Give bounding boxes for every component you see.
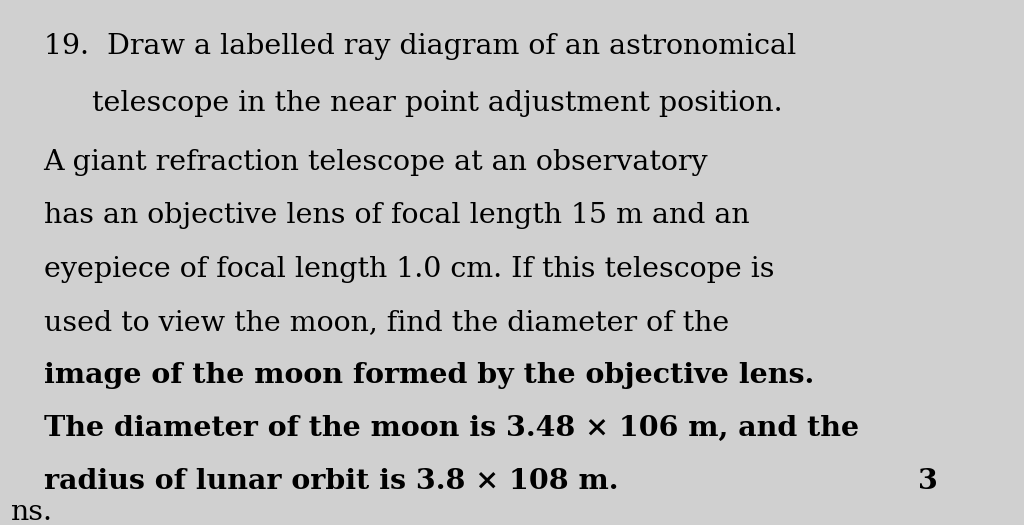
Text: image of the moon formed by the objective lens.: image of the moon formed by the objectiv… <box>43 362 814 389</box>
Text: 19.  Draw a labelled ray diagram of an astronomical: 19. Draw a labelled ray diagram of an as… <box>43 33 796 60</box>
Text: 3: 3 <box>918 468 938 496</box>
Text: used to view the moon, find the diameter of the: used to view the moon, find the diameter… <box>43 309 729 336</box>
Text: eyepiece of focal length 1.0 cm. If this telescope is: eyepiece of focal length 1.0 cm. If this… <box>43 256 774 282</box>
Text: telescope in the near point adjustment position.: telescope in the near point adjustment p… <box>92 90 782 117</box>
Text: ns.: ns. <box>9 499 51 525</box>
Text: A giant refraction telescope at an observatory: A giant refraction telescope at an obser… <box>43 149 709 176</box>
Text: has an objective lens of focal length 15 m and an: has an objective lens of focal length 15… <box>43 203 750 229</box>
Text: The diameter of the moon is 3.48 × 106 m, and the: The diameter of the moon is 3.48 × 106 m… <box>43 415 859 442</box>
Text: radius of lunar orbit is 3.8 × 108 m.: radius of lunar orbit is 3.8 × 108 m. <box>43 468 618 496</box>
